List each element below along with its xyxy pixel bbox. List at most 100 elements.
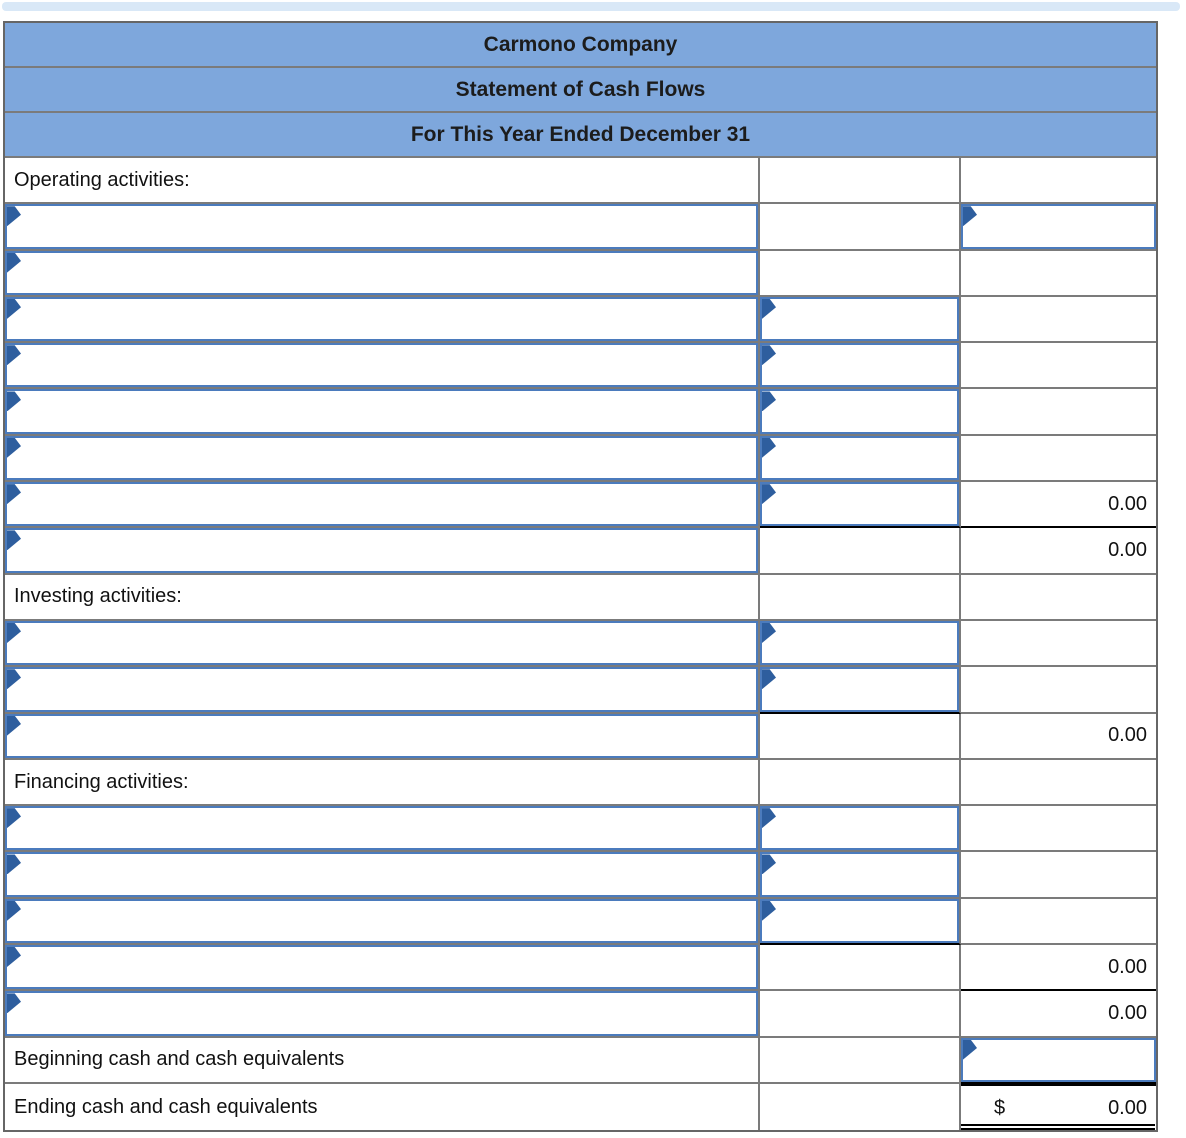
dropdown-marker-icon (7, 900, 21, 921)
amount-input[interactable] (760, 620, 959, 666)
statement-row (5, 806, 1156, 853)
amount-input[interactable] (961, 204, 1156, 249)
amount-input[interactable] (760, 343, 959, 388)
empty-cell (760, 713, 961, 760)
empty-cell (760, 528, 961, 575)
description-dropdown-input[interactable] (5, 852, 758, 897)
company-name: Carmono Company (483, 32, 678, 56)
empty-cell (760, 158, 961, 205)
empty-cell (961, 852, 1156, 899)
ending-cash-value: 0.00 (1108, 1096, 1147, 1119)
description-dropdown-input[interactable] (5, 296, 758, 342)
statement-row (5, 435, 1156, 483)
description-dropdown-input[interactable] (5, 667, 758, 712)
section-row-investing: Investing activities: (5, 574, 1156, 621)
amount-input[interactable] (760, 898, 959, 944)
ending-cash-label: Ending cash and cash equivalents (14, 1095, 318, 1118)
dropdown-marker-icon (762, 669, 776, 690)
description-dropdown-input[interactable] (5, 991, 758, 1036)
operating-subtotal-value: 0.00 (1108, 492, 1147, 515)
statement-title-row: Statement of Cash Flows (5, 68, 1156, 113)
description-dropdown-input[interactable] (5, 620, 758, 666)
dropdown-marker-icon (762, 298, 776, 319)
amount-input[interactable] (760, 296, 959, 342)
statement-row: 0.00 (5, 991, 1156, 1038)
empty-cell (961, 343, 1156, 390)
dropdown-marker-icon (7, 808, 21, 829)
statement-row (5, 667, 1156, 714)
empty-cell (961, 158, 1156, 205)
amount-input[interactable] (760, 806, 959, 851)
description-dropdown-input[interactable] (5, 528, 758, 573)
dropdown-marker-icon (762, 484, 776, 505)
dropdown-marker-icon (762, 622, 776, 643)
dropdown-marker-icon (7, 669, 21, 690)
empty-cell (760, 574, 961, 621)
statement-row: 0.00 (5, 713, 1156, 760)
dropdown-marker-icon (762, 437, 776, 458)
beginning-cash-row: Beginning cash and cash equivalents (5, 1037, 1156, 1084)
dropdown-marker-icon (7, 484, 21, 505)
dropdown-marker-icon (762, 808, 776, 829)
amount-input[interactable] (760, 435, 959, 481)
beginning-cash-amount-input[interactable] (961, 1037, 1156, 1082)
amount-input[interactable] (760, 389, 959, 434)
dropdown-marker-icon (762, 900, 776, 921)
description-dropdown-input[interactable] (5, 945, 758, 990)
statement-row: 0.00 (5, 528, 1156, 575)
company-title-row: Carmono Company (5, 23, 1156, 68)
double-underline (961, 1124, 1155, 1131)
amount-input[interactable] (760, 667, 959, 712)
empty-cell (961, 435, 1156, 483)
empty-cell (760, 1037, 961, 1084)
dropdown-marker-icon (7, 345, 21, 366)
statement-title: Statement of Cash Flows (455, 77, 706, 101)
dropdown-marker-icon (762, 854, 776, 875)
section-label-financing: Financing activities: (14, 770, 189, 793)
description-dropdown-input[interactable] (5, 806, 758, 851)
empty-cell (961, 898, 1156, 946)
description-dropdown-input[interactable] (5, 389, 758, 434)
dropdown-marker-icon (7, 437, 21, 458)
section-label-investing: Investing activities: (14, 585, 182, 608)
dropdown-marker-icon (7, 993, 21, 1014)
description-dropdown-input[interactable] (5, 435, 758, 481)
amount-input[interactable] (760, 482, 959, 527)
statement-row: 0.00 (5, 945, 1156, 992)
description-dropdown-input[interactable] (5, 898, 758, 944)
empty-cell (961, 389, 1156, 436)
description-dropdown-input[interactable] (5, 204, 758, 249)
empty-cell (760, 250, 961, 297)
empty-cell (760, 991, 961, 1038)
empty-cell (760, 204, 961, 251)
amount-input[interactable] (760, 852, 959, 897)
empty-cell (961, 574, 1156, 621)
empty-cell (760, 759, 961, 807)
dropdown-marker-icon (7, 947, 21, 968)
dropdown-marker-icon (7, 298, 21, 319)
statement-period: For This Year Ended December 31 (410, 122, 751, 146)
description-dropdown-input[interactable] (5, 343, 758, 388)
ending-cash-row: Ending cash and cash equivalents $ 0.00 (5, 1083, 1156, 1131)
empty-cell (961, 806, 1156, 853)
ending-cash-value-cell: $ 0.00 (961, 1086, 1156, 1130)
empty-cell (961, 620, 1156, 668)
description-dropdown-input[interactable] (5, 713, 758, 758)
dropdown-marker-icon (7, 391, 21, 412)
dropdown-marker-icon (762, 345, 776, 366)
empty-cell (760, 1083, 961, 1131)
dropdown-marker-icon (7, 206, 21, 227)
net-change-value: 0.00 (1108, 1001, 1147, 1024)
dropdown-marker-icon (7, 622, 21, 643)
top-scroll-strip (2, 2, 1180, 11)
statement-row (5, 389, 1156, 436)
section-label-operating: Operating activities: (14, 168, 190, 191)
net-financing-value: 0.00 (1108, 955, 1147, 978)
dropdown-marker-icon (7, 252, 21, 273)
dropdown-marker-icon (762, 391, 776, 412)
empty-cell (961, 759, 1156, 807)
description-dropdown-input[interactable] (5, 250, 758, 295)
empty-cell (760, 945, 961, 992)
section-row-operating: Operating activities: (5, 158, 1156, 205)
description-dropdown-input[interactable] (5, 482, 758, 527)
